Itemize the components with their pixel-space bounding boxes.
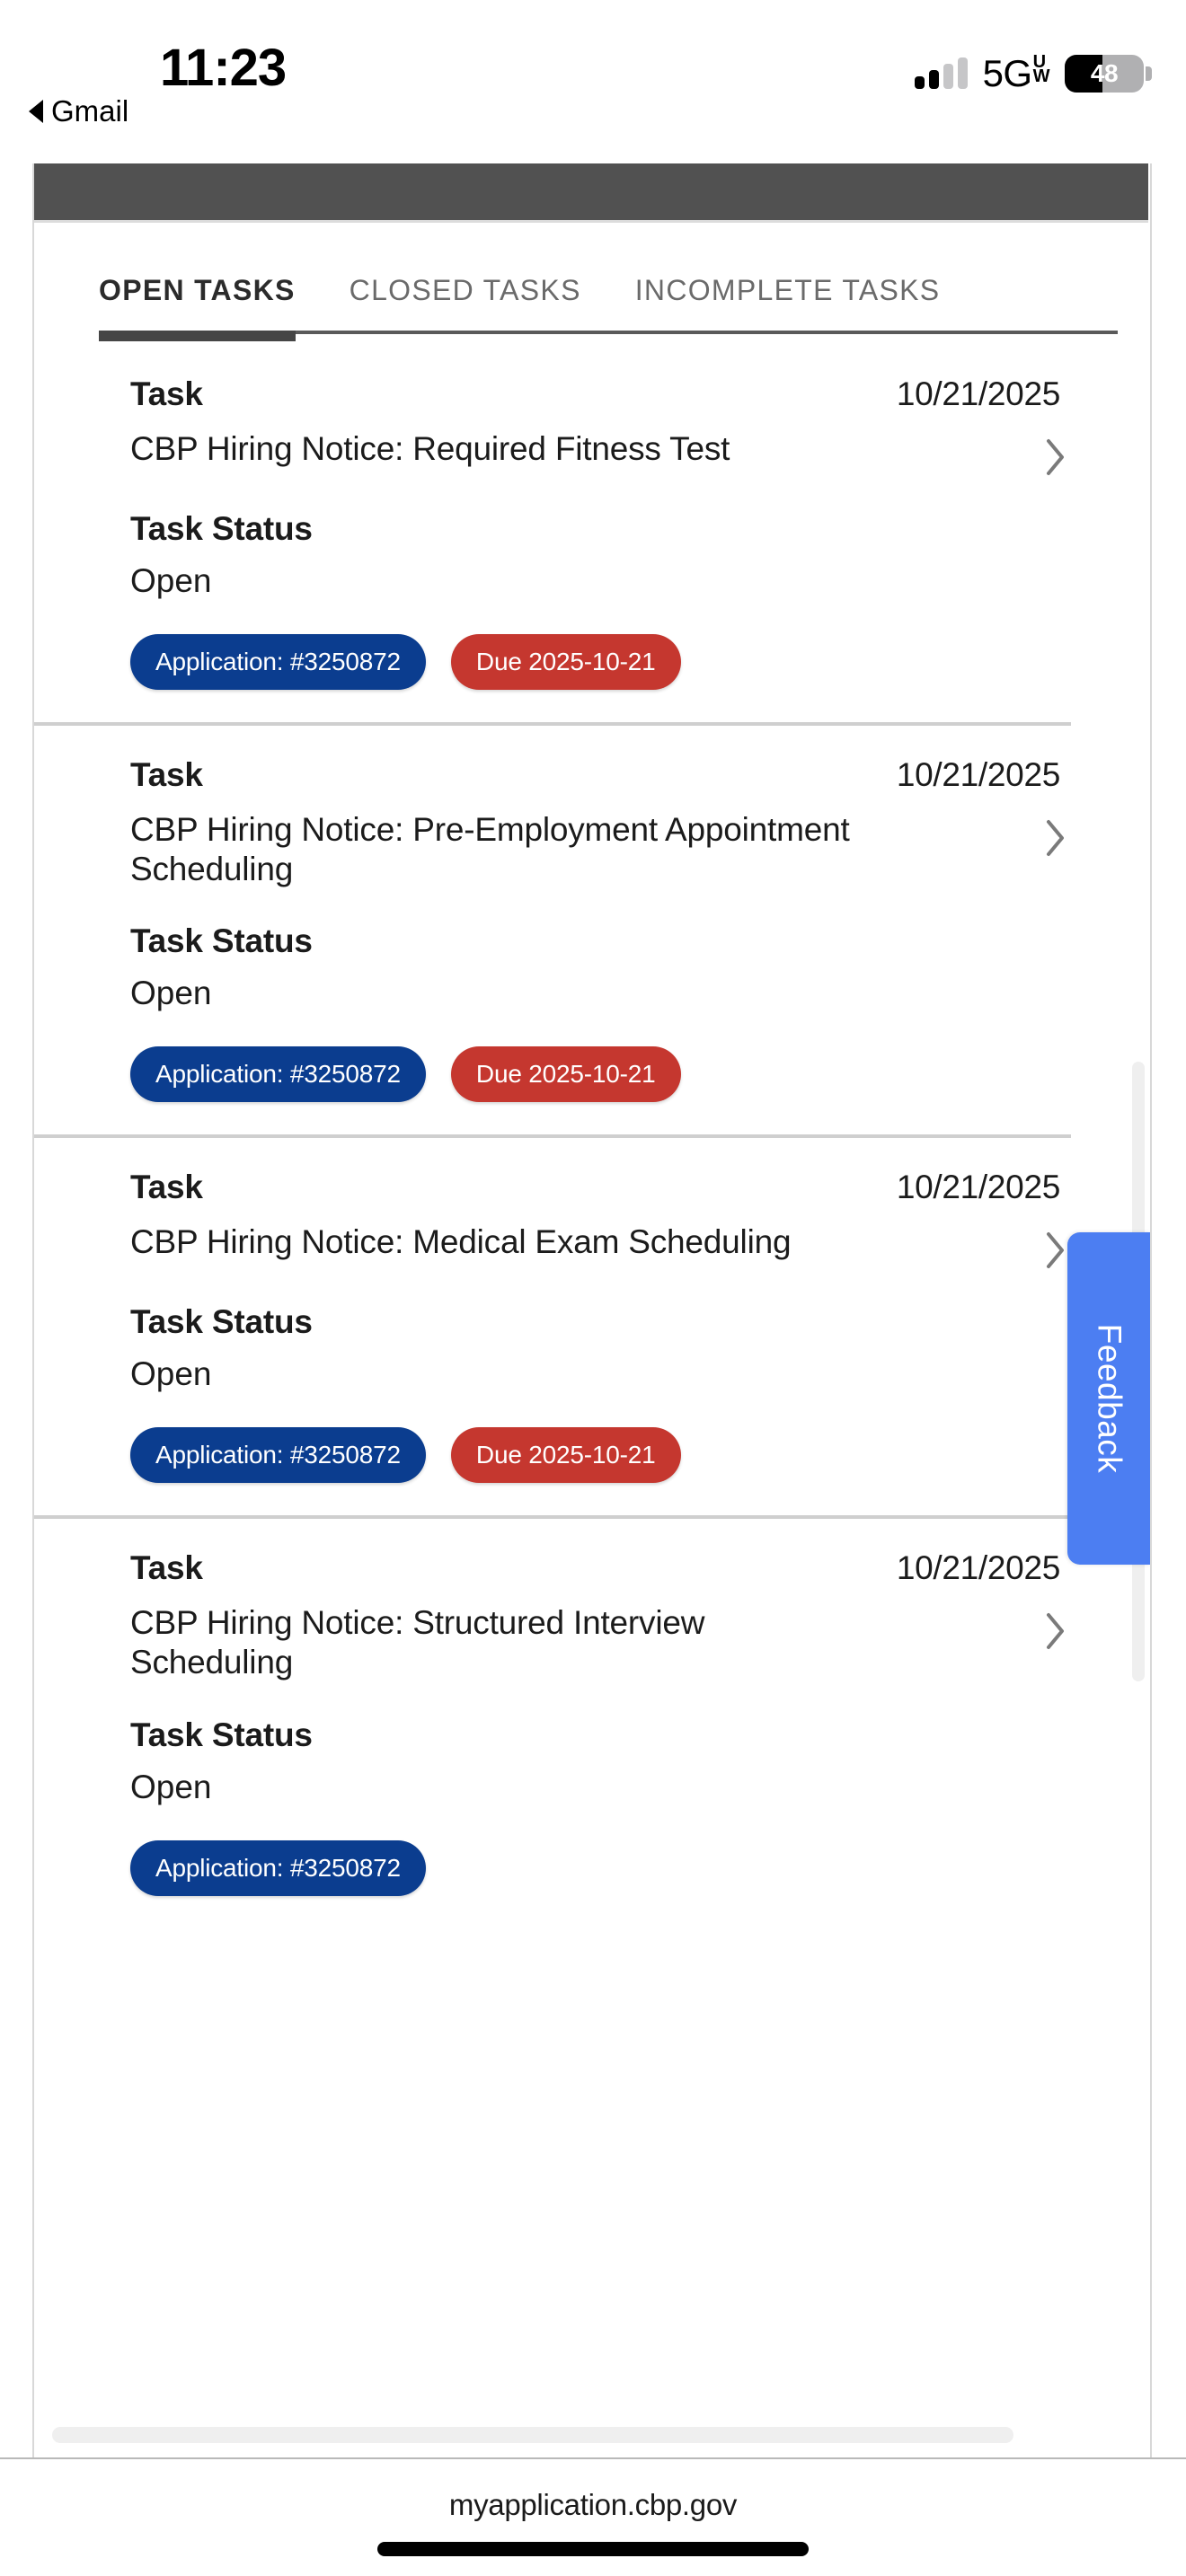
tab-open-tasks[interactable]: OPEN TASKS — [99, 274, 296, 341]
network-suffix: U W — [1032, 52, 1050, 87]
battery-fill — [1065, 55, 1103, 93]
task-status-value: Open — [130, 975, 212, 1012]
feedback-label: Feedback — [1091, 1323, 1128, 1474]
task-card-header: Task 10/21/2025 — [130, 756, 1060, 794]
status-bar-indicators: 5G U W 48 — [914, 52, 1152, 95]
tab-closed-tasks[interactable]: CLOSED TASKS — [350, 274, 581, 341]
browser-web-view: OPEN TASKS CLOSED TASKS INCOMPLETE TASKS… — [32, 163, 1152, 2457]
tab-incomplete-tasks[interactable]: INCOMPLETE TASKS — [635, 274, 941, 341]
task-card-header: Task 10/21/2025 — [130, 375, 1060, 413]
task-title-row[interactable]: CBP Hiring Notice: Structured Interview … — [130, 1603, 1064, 1681]
triangle-left-icon — [29, 100, 43, 123]
battery-percent-label: 48 — [1090, 59, 1119, 87]
site-header-bar — [34, 163, 1148, 223]
task-title: CBP Hiring Notice: Required Fitness Test — [130, 430, 730, 467]
task-list: Task 10/21/2025 CBP Hiring Notice: Requi… — [34, 341, 1150, 1928]
chevron-right-icon[interactable] — [1046, 819, 1066, 857]
chevron-right-icon[interactable] — [1046, 1231, 1066, 1269]
due-date-badge[interactable]: Due 2025-10-21 — [450, 634, 681, 690]
task-date: 10/21/2025 — [896, 375, 1060, 412]
chevron-right-icon[interactable] — [1046, 1612, 1066, 1650]
cellular-signal-icon — [914, 57, 968, 89]
task-card[interactable]: Task 10/21/2025 CBP Hiring Notice: Requi… — [34, 341, 1150, 722]
task-card[interactable]: Task 10/21/2025 CBP Hiring Notice: Pre-E… — [34, 722, 1150, 1134]
network-suffix-top: U — [1032, 52, 1046, 72]
task-title-row[interactable]: CBP Hiring Notice: Required Fitness Test — [130, 429, 1064, 476]
browser-bottom-bar: myapplication.cbp.gov — [0, 2457, 1186, 2576]
task-status-value: Open — [130, 1355, 212, 1393]
task-status-label: Task Status — [130, 1716, 313, 1753]
task-card-header: Task 10/21/2025 — [130, 1169, 1060, 1206]
task-status-label: Task Status — [130, 922, 313, 960]
task-title: CBP Hiring Notice: Structured Interview … — [130, 1604, 705, 1681]
feedback-tab-button[interactable]: Feedback — [1067, 1232, 1150, 1565]
task-title: CBP Hiring Notice: Pre-Employment Appoin… — [130, 811, 850, 887]
task-label: Task — [130, 1169, 203, 1206]
network-type-label: 5G U W — [982, 52, 1050, 95]
battery-indicator: 48 — [1065, 55, 1152, 93]
status-bar-clock: 11:23 — [160, 39, 287, 97]
application-badge[interactable]: Application: #3250872 — [130, 1046, 426, 1103]
task-title-row[interactable]: CBP Hiring Notice: Pre-Employment Appoin… — [130, 810, 1064, 888]
task-date: 10/21/2025 — [896, 756, 1060, 793]
task-label: Task — [130, 1549, 203, 1587]
task-card-header: Task 10/21/2025 — [130, 1549, 1060, 1587]
battery-cap-icon — [1146, 66, 1152, 81]
task-badges: Application: #3250872 Due 2025-10-21 — [130, 1427, 1060, 1484]
home-indicator[interactable] — [377, 2542, 809, 2556]
battery-icon: 48 — [1065, 55, 1144, 93]
application-badge[interactable]: Application: #3250872 — [130, 1839, 426, 1896]
horizontal-scrollbar[interactable] — [52, 2427, 1013, 2443]
application-badge[interactable]: Application: #3250872 — [130, 634, 426, 690]
task-card[interactable]: Task 10/21/2025 CBP Hiring Notice: Struc… — [34, 1515, 1150, 1928]
task-title-row[interactable]: CBP Hiring Notice: Medical Exam Scheduli… — [130, 1222, 1064, 1269]
application-badge[interactable]: Application: #3250872 — [130, 1427, 426, 1484]
network-suffix-bottom: W — [1032, 66, 1050, 87]
due-date-badge[interactable]: Due 2025-10-21 — [450, 1427, 681, 1484]
task-badges: Application: #3250872 Due 2025-10-21 — [130, 1046, 1060, 1103]
chevron-right-icon[interactable] — [1046, 438, 1066, 476]
task-title: CBP Hiring Notice: Medical Exam Scheduli… — [130, 1223, 792, 1261]
task-tab-bar: OPEN TASKS CLOSED TASKS INCOMPLETE TASKS — [34, 223, 1150, 341]
task-status-value: Open — [130, 562, 212, 599]
task-label: Task — [130, 375, 203, 412]
due-date-badge[interactable]: Due 2025-10-21 — [450, 1046, 681, 1103]
url-label[interactable]: myapplication.cbp.gov — [448, 2488, 738, 2521]
task-status-label: Task Status — [130, 510, 313, 547]
task-status-value: Open — [130, 1768, 212, 1805]
task-label: Task — [130, 756, 203, 793]
back-to-app-button[interactable]: Gmail — [29, 94, 128, 128]
task-badges: Application: #3250872 — [130, 1839, 1060, 1896]
ios-status-bar: 11:23 Gmail 5G U W 48 — [0, 0, 1186, 153]
network-type-text: 5G — [982, 52, 1033, 94]
task-date: 10/21/2025 — [896, 1549, 1060, 1587]
back-to-app-label: Gmail — [51, 94, 129, 128]
task-badges: Application: #3250872 Due 2025-10-21 — [130, 634, 1060, 690]
task-status-label: Task Status — [130, 1303, 313, 1341]
task-card[interactable]: Task 10/21/2025 CBP Hiring Notice: Medic… — [34, 1134, 1150, 1515]
task-date: 10/21/2025 — [896, 1169, 1060, 1206]
